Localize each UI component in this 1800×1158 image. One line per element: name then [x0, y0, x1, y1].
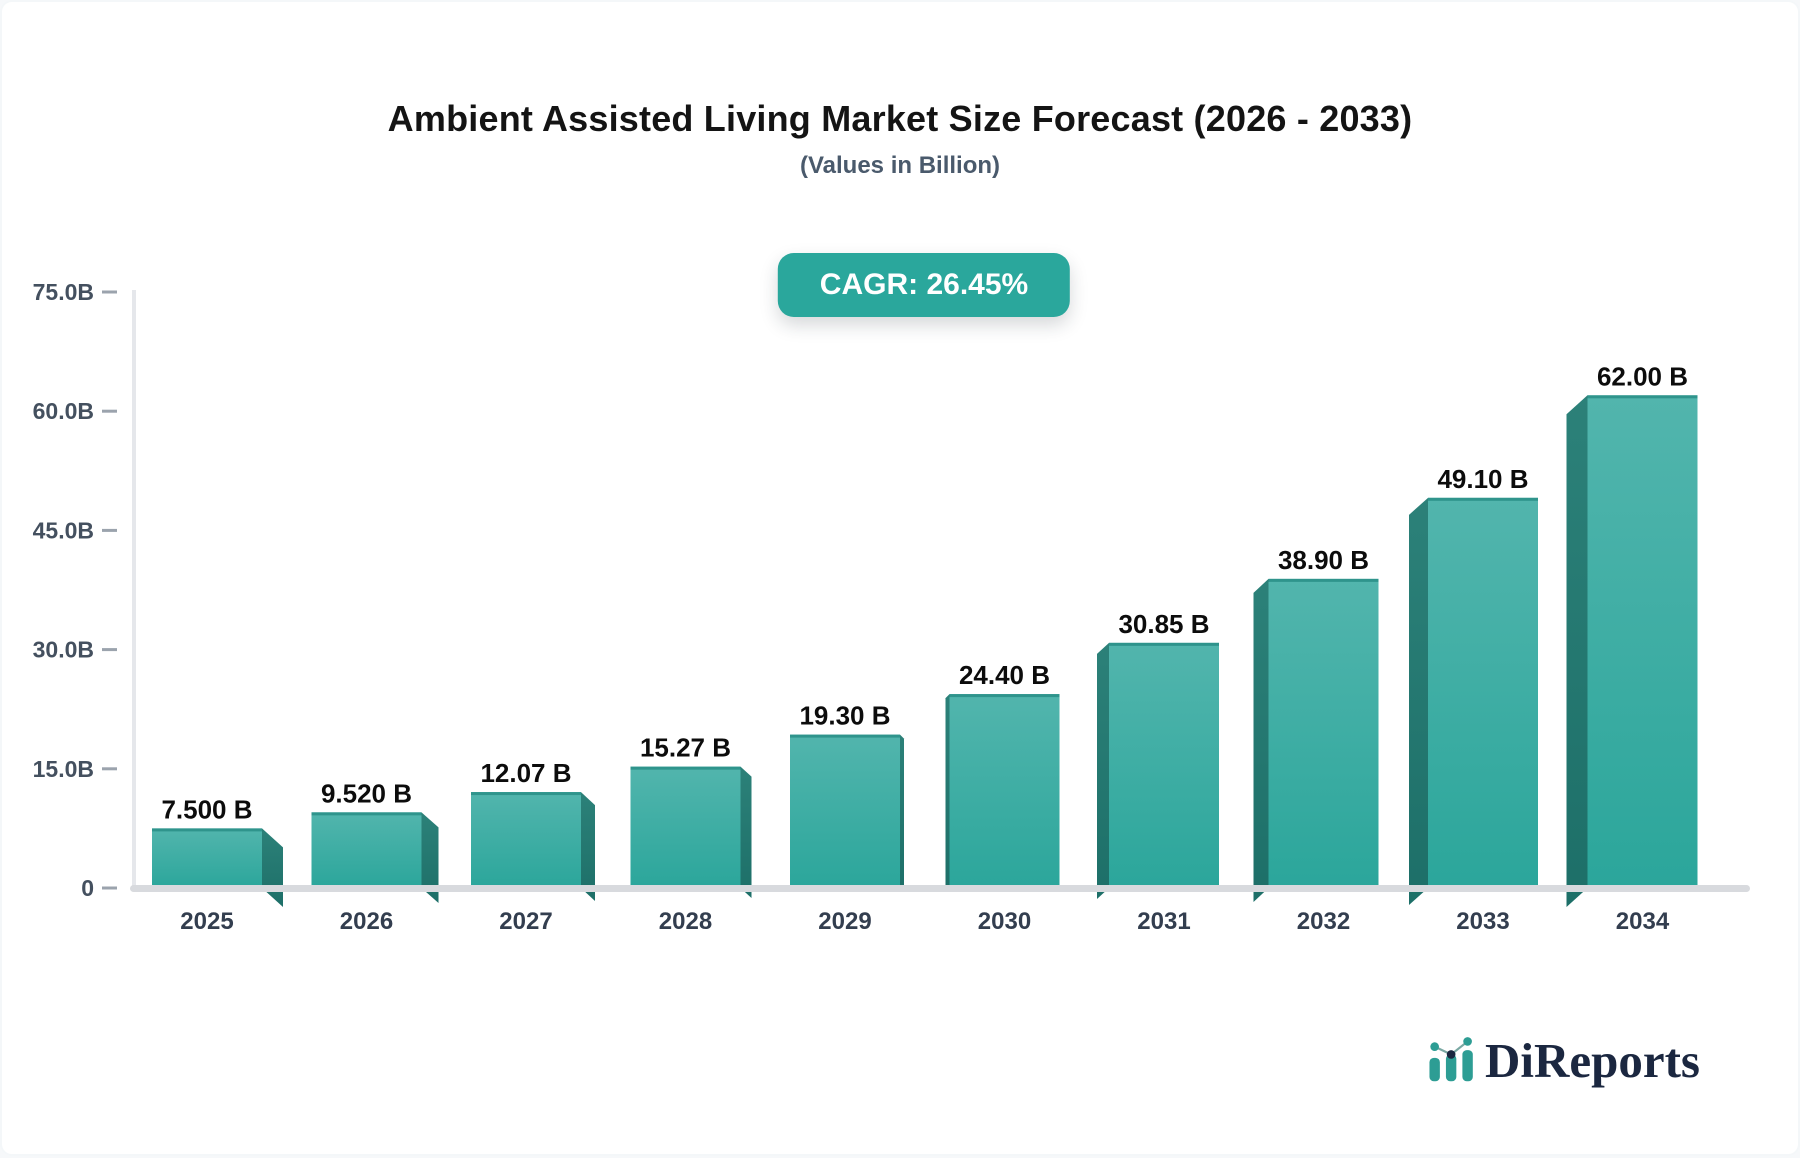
bar-value-label: 49.10 B: [1437, 464, 1528, 494]
x-tick-label: 2031: [1137, 908, 1190, 935]
x-tick-label: 2029: [818, 908, 871, 935]
y-tick-mark: [102, 529, 117, 532]
bar-top-edge: [152, 828, 262, 831]
x-tick-label: 2026: [340, 908, 393, 935]
y-axis-line: [132, 290, 136, 888]
y-tick-label: 75.0B: [33, 279, 94, 305]
bar-value-label: 38.90 B: [1278, 545, 1369, 575]
x-tick-label: 2030: [978, 908, 1031, 935]
bar-side-face: [262, 828, 283, 907]
bar-front-face: [1428, 498, 1538, 888]
cagr-badge: CAGR: 26.45%: [778, 253, 1070, 317]
bar-side-face: [946, 694, 950, 892]
mini-bar-chart-icon: [1426, 1036, 1478, 1085]
y-tick-mark: [102, 410, 117, 413]
bar-front-face: [1588, 395, 1698, 888]
bar-value-label: 15.27 B: [640, 733, 731, 763]
bar-value-label: 30.85 B: [1118, 609, 1209, 639]
bar-top-edge: [790, 735, 900, 738]
x-tick-label: 2032: [1297, 908, 1350, 935]
y-tick-label: 30.0B: [33, 637, 94, 663]
x-tick-label: 2027: [499, 908, 552, 935]
x-axis-line: [130, 885, 1750, 892]
brand-logo: DiReports: [1426, 1036, 1700, 1085]
bar-top-edge: [631, 767, 741, 770]
x-tick-label: 2033: [1456, 908, 1509, 935]
bar-top-edge: [1269, 579, 1379, 582]
bar-front-face: [1109, 643, 1219, 888]
bar-2034[interactable]: 62.00 B: [1567, 361, 1698, 907]
bar-front-face: [152, 828, 262, 888]
brand-logo-text: DiReports: [1485, 1036, 1700, 1085]
bar-value-label: 62.00 B: [1597, 361, 1688, 391]
x-tick-label: 2028: [659, 908, 712, 935]
bar-side-face: [900, 735, 904, 892]
bar-top-edge: [1428, 498, 1538, 501]
chart-subtitle: (Values in Billion): [2, 152, 1798, 180]
bar-2029[interactable]: 19.30 B: [790, 701, 904, 892]
bar-2030[interactable]: 24.40 B: [946, 660, 1060, 892]
y-tick-label: 45.0B: [33, 517, 94, 543]
y-tick-mark: [102, 291, 117, 294]
bar-front-face: [471, 792, 581, 888]
bar-side-face: [1567, 395, 1588, 907]
bar-top-edge: [312, 812, 422, 815]
y-tick-label: 60.0B: [33, 398, 94, 424]
bar-side-face: [1254, 579, 1269, 902]
bar-top-edge: [1109, 643, 1219, 646]
x-tick-label: 2034: [1616, 908, 1670, 935]
bar-2028[interactable]: 15.27 B: [631, 733, 752, 898]
bar-side-face: [1097, 643, 1109, 899]
y-tick-label: 15.0B: [33, 756, 94, 782]
bar-value-label: 12.07 B: [480, 758, 571, 788]
bar-2032[interactable]: 38.90 B: [1254, 545, 1379, 902]
bar-front-face: [950, 694, 1060, 888]
y-tick-mark: [102, 887, 117, 890]
y-tick-mark: [102, 648, 117, 651]
bar-value-label: 9.520 B: [321, 778, 412, 808]
bar-side-face: [741, 767, 752, 898]
bar-side-face: [1409, 498, 1428, 905]
bar-top-edge: [471, 792, 581, 795]
bar-2026[interactable]: 9.520 B: [312, 778, 439, 903]
bar-front-face: [631, 767, 741, 888]
bar-value-label: 19.30 B: [799, 701, 890, 731]
bar-top-edge: [1588, 395, 1698, 398]
bar-top-edge: [950, 694, 1060, 697]
bar-front-face: [1269, 579, 1379, 888]
chart-title: Ambient Assisted Living Market Size Fore…: [2, 98, 1798, 140]
y-tick-label: 0: [81, 875, 94, 901]
x-tick-label: 2025: [180, 908, 233, 935]
bar-value-label: 7.500 B: [161, 794, 252, 824]
bar-value-label: 24.40 B: [959, 660, 1050, 690]
bar-side-face: [581, 792, 595, 901]
bar-2031[interactable]: 30.85 B: [1097, 609, 1219, 899]
y-tick-mark: [102, 767, 117, 770]
bar-front-face: [312, 812, 422, 888]
bar-front-face: [790, 735, 900, 888]
bar-2033[interactable]: 49.10 B: [1409, 464, 1538, 905]
bar-2027[interactable]: 12.07 B: [471, 758, 595, 901]
